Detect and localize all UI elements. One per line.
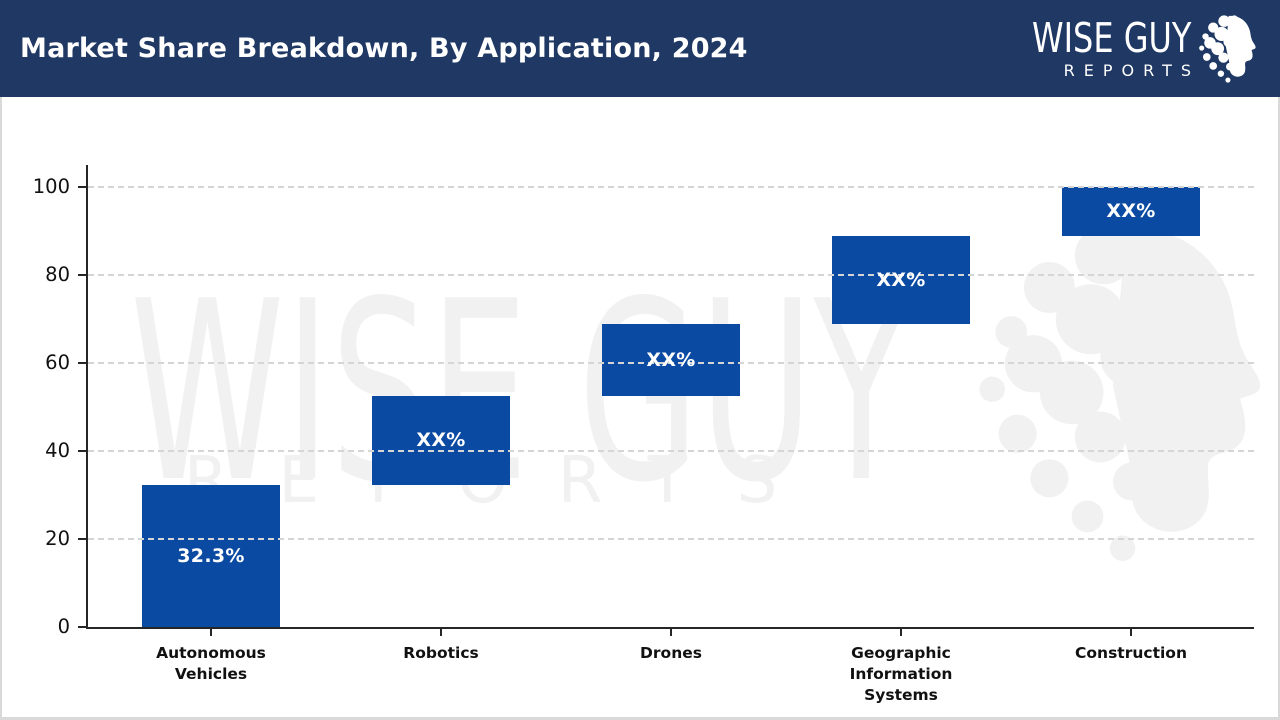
y-tick	[78, 186, 88, 188]
wiseguy-logo: WISE GUY REPORTS	[987, 7, 1258, 91]
bar-value-label: XX%	[876, 268, 926, 291]
bar-1	[372, 396, 510, 485]
y-axis	[86, 165, 88, 629]
y-tick	[78, 362, 88, 364]
gridline-40	[88, 450, 1254, 452]
logo-reports-label: REPORTS	[1063, 60, 1200, 80]
chart-title: Market Share Breakdown, By Application, …	[20, 33, 748, 64]
gridline-60	[88, 362, 1254, 364]
header: Market Share Breakdown, By Application, …	[0, 0, 1280, 97]
bar-value-label: XX%	[416, 429, 466, 452]
y-tick-label: 20	[45, 527, 70, 550]
y-tick-label: 100	[32, 175, 70, 198]
x-tick	[670, 629, 672, 636]
head-profile-icon	[1194, 7, 1258, 91]
bar-0	[142, 484, 280, 627]
x-tick-label: Autonomous Vehicles	[156, 644, 266, 683]
gridline-20	[88, 538, 1254, 540]
logo-wiseguy-label: WISE GUY	[1031, 13, 1191, 62]
y-tick-label: 60	[45, 351, 70, 374]
x-tick-label: Drones	[640, 644, 702, 662]
gridline-100	[88, 186, 1254, 188]
x-tick-label: Robotics	[403, 644, 479, 662]
bar-3	[832, 235, 970, 324]
y-tick	[78, 274, 88, 276]
y-tick	[78, 538, 88, 540]
bar-value-label: 32.3%	[177, 544, 245, 567]
y-tick-label: 40	[45, 439, 70, 462]
bar-value-label: XX%	[646, 348, 696, 371]
x-axis	[86, 627, 1254, 629]
x-tick-label: Geographic Information Systems	[849, 644, 953, 704]
x-tick-label: Construction	[1075, 644, 1187, 662]
gridline-80	[88, 274, 1254, 276]
y-tick-label: 0	[57, 615, 70, 638]
plot: 0 20 40 60 80 100 32.3% Autonomous Vehicles XX% R…	[2, 97, 1278, 717]
x-tick	[900, 629, 902, 636]
x-tick	[1130, 629, 1132, 636]
y-tick-label: 80	[45, 263, 70, 286]
logo-text: WISE GUY REPORTS	[987, 13, 1191, 80]
bar-value-label: XX%	[1106, 200, 1156, 223]
x-tick	[440, 629, 442, 636]
y-tick	[78, 450, 88, 452]
chart-area: WISE GUY REPORTS 02040608010032.3%Autono…	[0, 97, 1280, 720]
y-tick	[78, 626, 88, 628]
bar-2	[602, 323, 740, 396]
x-tick	[210, 629, 212, 636]
